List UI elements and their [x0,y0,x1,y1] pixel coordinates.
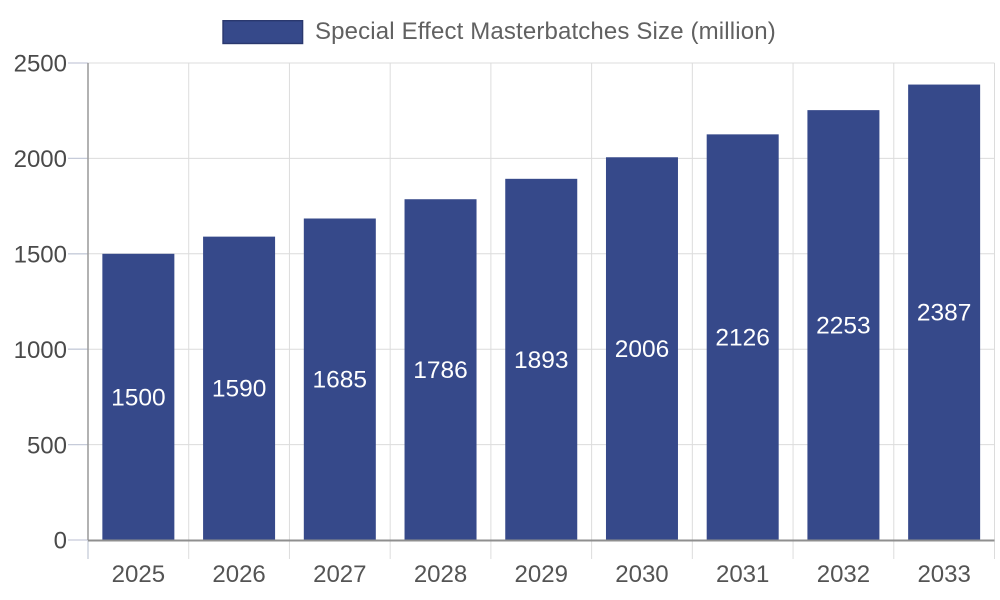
svg-text:2029: 2029 [515,561,568,588]
svg-text:1500: 1500 [111,384,166,411]
svg-text:Special Effect Masterbatches S: Special Effect Masterbatches Size (milli… [315,18,776,45]
svg-text:0: 0 [54,528,67,555]
svg-text:2033: 2033 [917,561,970,588]
svg-text:2031: 2031 [716,561,769,588]
svg-text:2387: 2387 [917,300,972,327]
svg-text:2025: 2025 [112,561,165,588]
svg-text:1786: 1786 [413,357,468,384]
svg-text:2030: 2030 [615,561,668,588]
svg-text:2006: 2006 [615,336,670,363]
svg-text:500: 500 [27,432,67,459]
svg-text:2126: 2126 [715,325,770,352]
svg-text:1893: 1893 [514,347,569,374]
svg-text:1685: 1685 [313,367,368,394]
svg-text:2027: 2027 [313,561,366,588]
svg-text:2253: 2253 [816,313,871,340]
svg-text:1500: 1500 [14,242,67,269]
svg-text:2028: 2028 [414,561,467,588]
svg-text:1590: 1590 [212,376,267,403]
svg-text:2032: 2032 [817,561,870,588]
svg-text:2500: 2500 [14,51,67,78]
svg-text:1000: 1000 [14,337,67,364]
svg-text:2000: 2000 [14,146,67,173]
svg-text:2026: 2026 [212,561,265,588]
